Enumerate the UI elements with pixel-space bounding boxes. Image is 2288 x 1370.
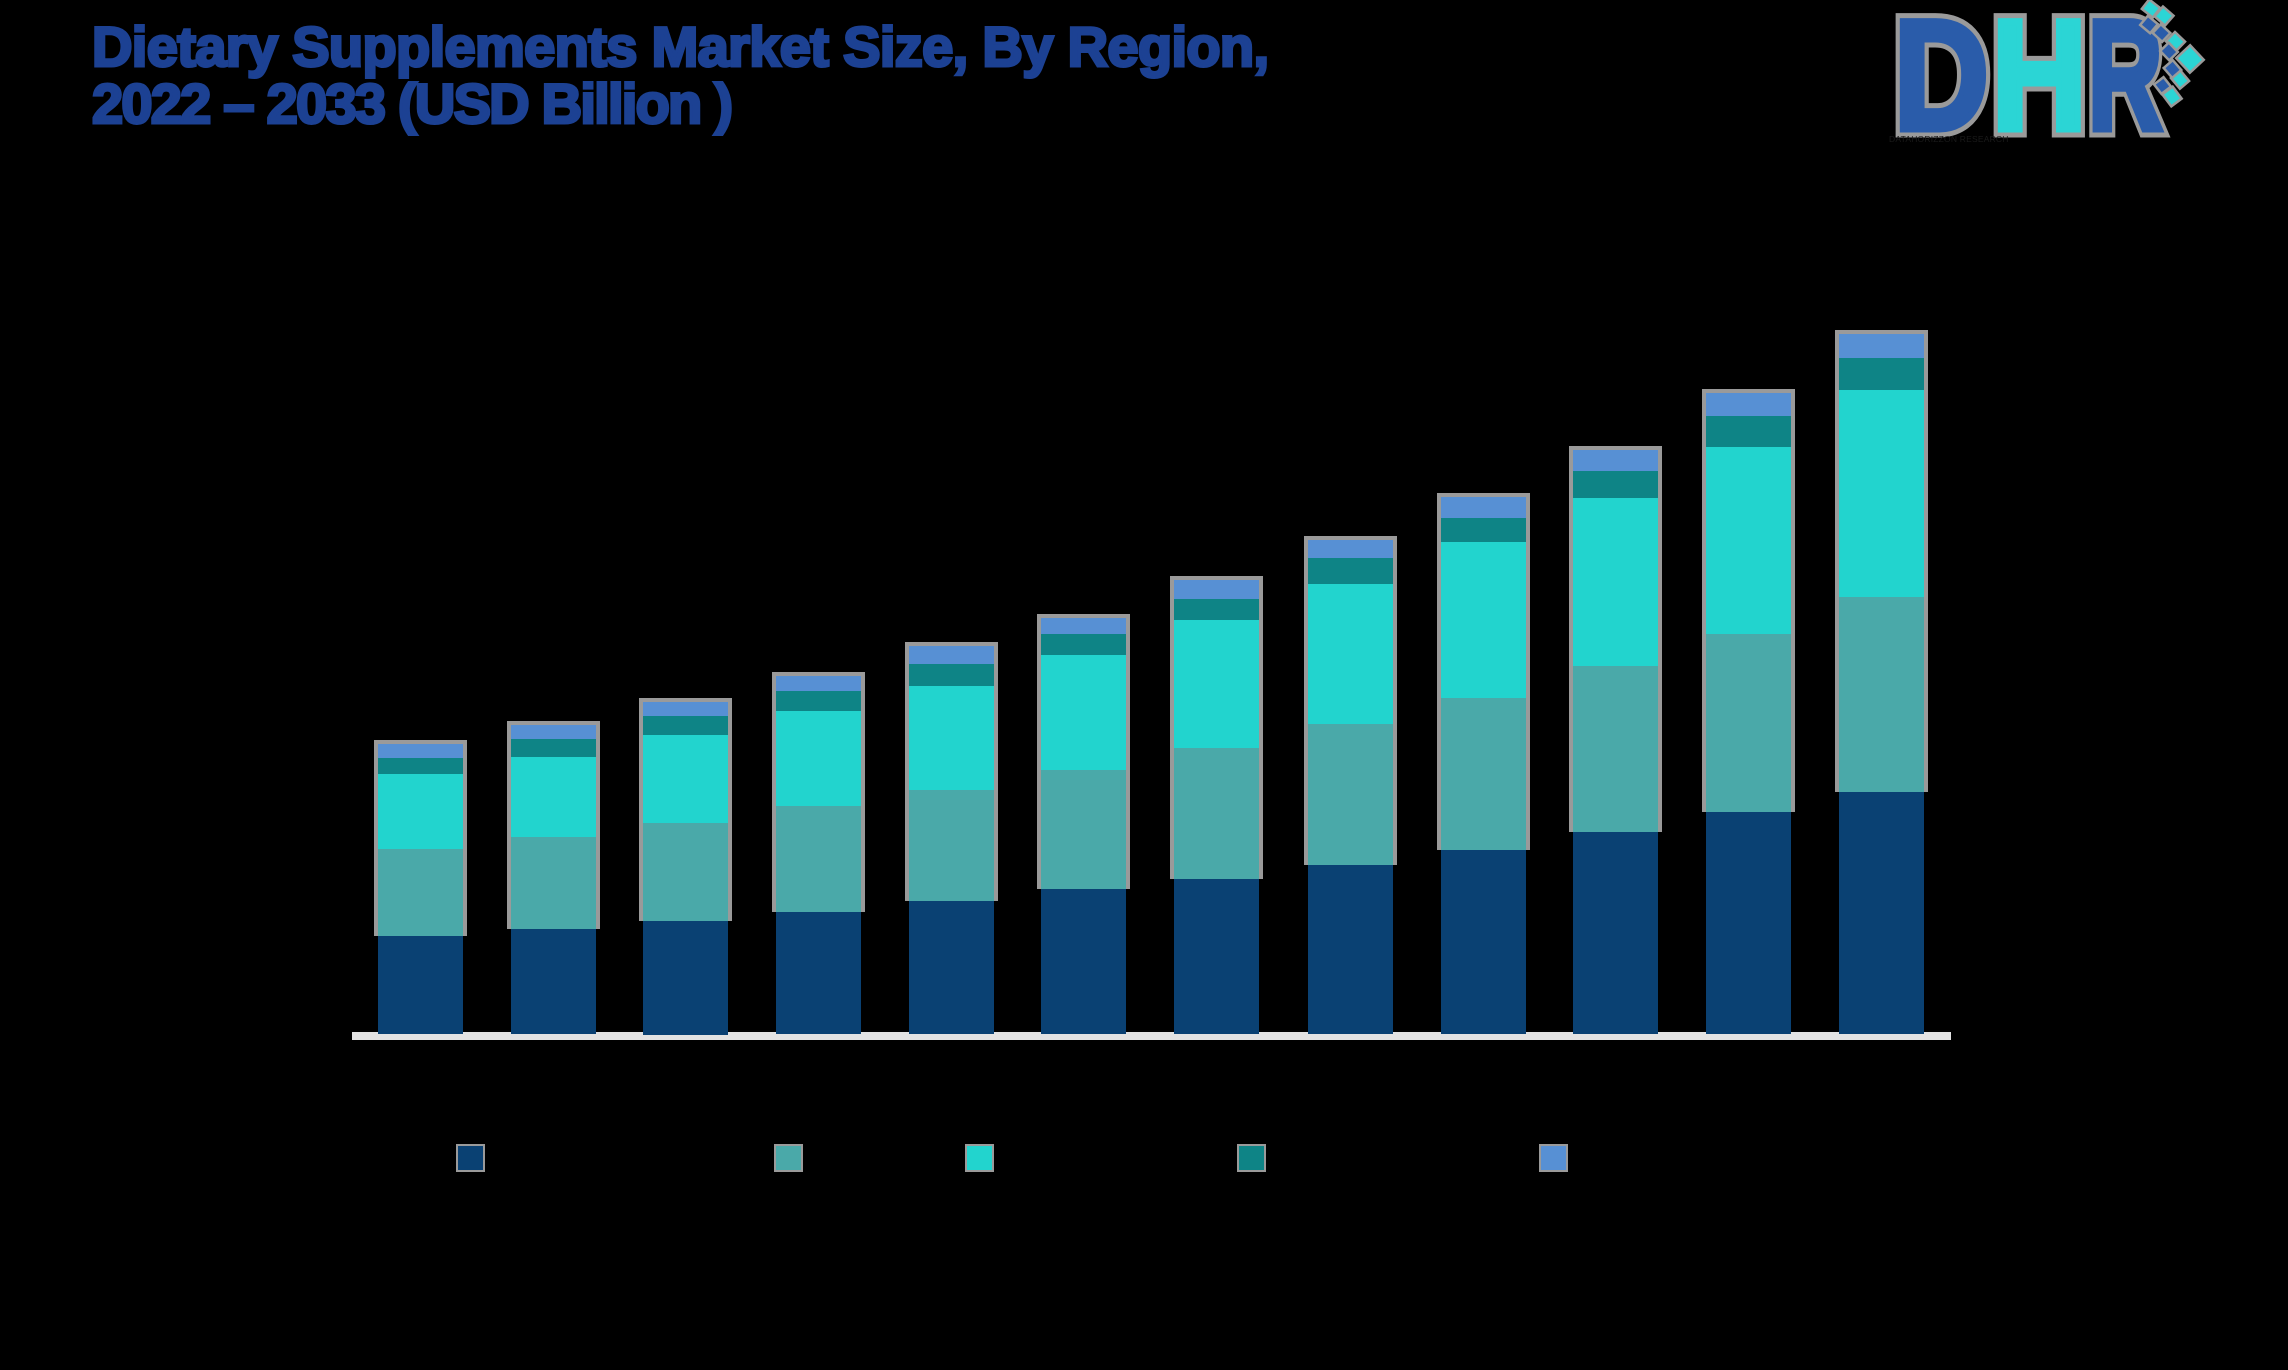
svg-text:R: R xyxy=(2088,0,2162,163)
svg-text:R: R xyxy=(2088,0,2162,163)
